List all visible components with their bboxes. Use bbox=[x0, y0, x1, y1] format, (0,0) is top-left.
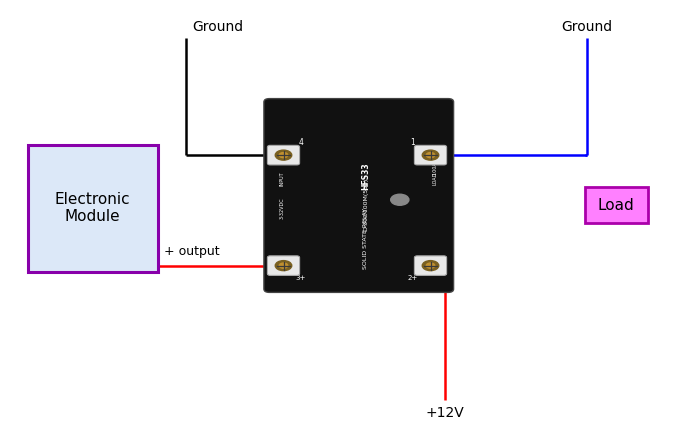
FancyBboxPatch shape bbox=[414, 145, 447, 165]
Text: 100A 30VDC: 100A 30VDC bbox=[433, 144, 438, 175]
Circle shape bbox=[391, 194, 409, 205]
Text: INPUT: INPUT bbox=[279, 171, 285, 186]
FancyBboxPatch shape bbox=[264, 99, 454, 292]
FancyBboxPatch shape bbox=[267, 145, 300, 165]
FancyBboxPatch shape bbox=[414, 256, 447, 275]
Text: D-30D100M(555): D-30D100M(555) bbox=[363, 177, 368, 231]
FancyBboxPatch shape bbox=[28, 144, 158, 272]
Text: 1: 1 bbox=[411, 138, 415, 147]
Text: SOLID STATE RELAY: SOLID STATE RELAY bbox=[363, 207, 368, 269]
Text: 3+: 3+ bbox=[296, 275, 306, 281]
Text: 4: 4 bbox=[299, 138, 303, 147]
Circle shape bbox=[426, 263, 435, 268]
FancyBboxPatch shape bbox=[584, 187, 648, 223]
Text: Load: Load bbox=[598, 198, 634, 212]
Text: HFS33: HFS33 bbox=[361, 163, 370, 190]
Circle shape bbox=[275, 150, 292, 160]
Circle shape bbox=[426, 153, 435, 158]
Text: LOAD: LOAD bbox=[433, 172, 438, 185]
Circle shape bbox=[422, 150, 439, 160]
Circle shape bbox=[279, 153, 288, 158]
Text: + output: + output bbox=[164, 245, 220, 258]
Circle shape bbox=[275, 261, 292, 271]
Text: +12V: +12V bbox=[425, 406, 464, 420]
Text: 3-32VDC: 3-32VDC bbox=[279, 198, 285, 219]
Text: Electronic
Module: Electronic Module bbox=[55, 192, 131, 224]
Circle shape bbox=[422, 261, 439, 271]
FancyBboxPatch shape bbox=[267, 256, 300, 275]
Text: 2+: 2+ bbox=[408, 275, 418, 281]
Circle shape bbox=[279, 263, 288, 268]
Text: Ground: Ground bbox=[561, 20, 612, 34]
Text: Ground: Ground bbox=[193, 20, 244, 34]
